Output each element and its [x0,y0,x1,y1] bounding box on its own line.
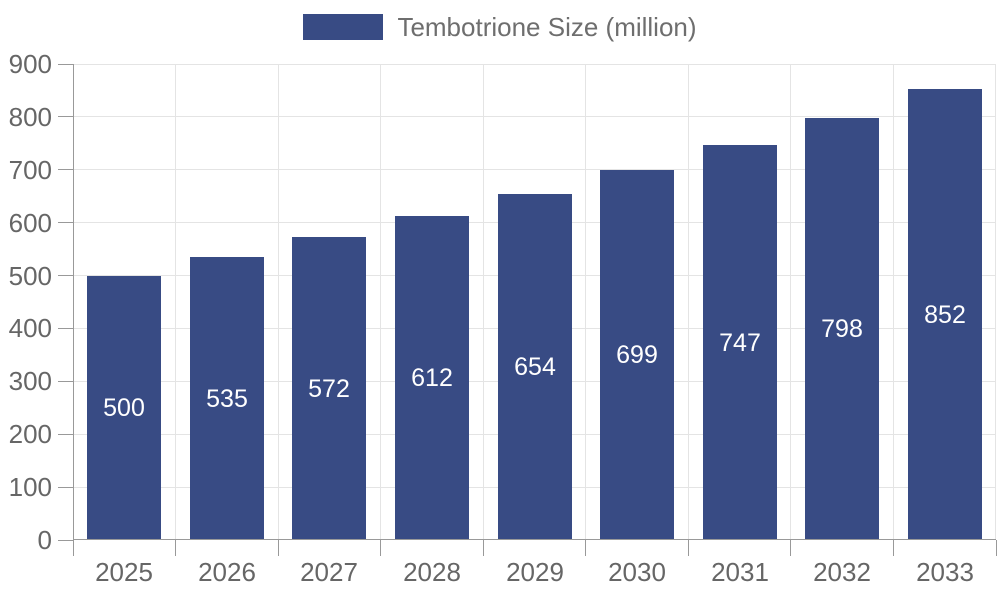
legend[interactable]: Tembotrione Size (million) [0,14,1000,40]
y-grid-line [73,116,996,118]
bar[interactable] [703,145,777,540]
x-grid-line [585,64,587,540]
bar[interactable] [498,194,572,540]
x-axis-tick [72,540,74,556]
x-axis-tick [482,540,484,556]
y-tick-label: 800 [8,101,52,132]
x-grid-line [482,64,484,540]
y-tick-label: 0 [37,525,52,555]
legend-label: Tembotrione Size (million) [397,12,697,42]
x-axis-tick [380,540,382,556]
x-tick-label: 2028 [403,557,461,587]
y-axis-tick [58,327,73,329]
bar[interactable] [908,89,982,540]
x-grid-line [277,64,279,540]
x-tick-label: 2025 [95,557,153,587]
bar-value-label: 535 [206,385,248,413]
y-axis-tick [58,380,73,382]
bar-value-label: 747 [719,329,761,357]
x-axis-tick [687,540,689,556]
y-axis-tick [58,116,73,118]
x-tick-label: 2033 [916,557,974,587]
plot-area: 500 535 572 612 654 699 747 798 852 [73,63,996,540]
bar-value-label: 699 [616,341,658,369]
x-tick-label: 2030 [608,557,666,587]
x-tick-label: 2027 [300,557,358,587]
x-axis-tick [790,540,792,556]
x-axis-tick [585,540,587,556]
y-axis-tick [58,222,73,224]
x-tick-label: 2029 [506,557,564,587]
bar[interactable] [87,276,161,540]
x-grid-line [994,64,996,540]
bar-value-label: 612 [411,364,453,392]
y-grid-line [73,169,996,171]
y-axis-tick [58,433,73,435]
x-grid-line [790,64,792,540]
x-axis-tick [995,540,997,556]
bar[interactable] [805,118,879,540]
y-axis-line [73,64,74,540]
y-grid-line [73,63,996,65]
x-axis-tick [892,540,894,556]
y-axis-tick [58,63,73,65]
x-axis-tick [175,540,177,556]
y-tick-label: 700 [8,154,52,185]
bar[interactable] [292,237,366,540]
x-tick-label: 2032 [813,557,871,587]
bar-value-label: 500 [103,394,145,422]
x-grid-line [380,64,382,540]
bar-value-label: 852 [924,301,966,329]
bar[interactable] [600,170,674,540]
y-axis-tick [58,275,73,277]
x-axis-tick [277,540,279,556]
y-tick-label: 400 [8,313,52,344]
x-tick-label: 2031 [711,557,769,587]
x-grid-line [892,64,894,540]
y-tick-label: 100 [8,472,52,503]
y-tick-label: 600 [8,207,52,238]
bar-value-label: 798 [821,315,863,343]
x-grid-line [175,64,177,540]
y-tick-label: 500 [8,260,52,291]
y-axis-tick [58,169,73,171]
x-axis-line [73,539,996,540]
bar-value-label: 654 [514,353,556,381]
y-tick-label: 300 [8,366,52,397]
y-axis-tick [58,539,73,541]
bar[interactable] [190,257,264,540]
y-tick-label: 200 [8,419,52,450]
bar[interactable] [395,216,469,540]
x-tick-label: 2026 [198,557,256,587]
y-tick-label: 900 [8,49,52,79]
x-grid-line [687,64,689,540]
bar-value-label: 572 [308,375,350,403]
legend-swatch-icon [303,14,384,40]
y-axis-tick [58,486,73,488]
